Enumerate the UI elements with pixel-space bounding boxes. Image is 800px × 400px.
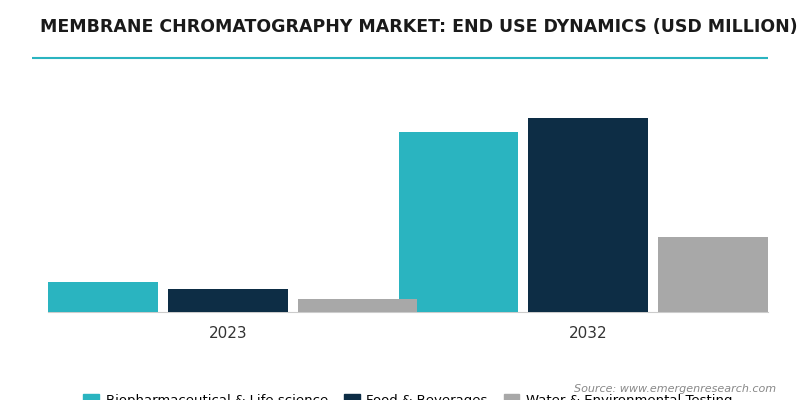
Text: MEMBRANE CHROMATOGRAPHY MARKET: END USE DYNAMICS (USD MILLION): MEMBRANE CHROMATOGRAPHY MARKET: END USE … bbox=[40, 18, 798, 36]
Bar bbox=[38, 282, 158, 312]
Bar bbox=[528, 118, 648, 312]
Legend: Biopharmaceutical & Life science, Food & Beverages, Water & Environmental Testin: Biopharmaceutical & Life science, Food &… bbox=[78, 388, 738, 400]
Text: Source: www.emergenresearch.com: Source: www.emergenresearch.com bbox=[574, 384, 776, 394]
Bar bbox=[168, 289, 288, 312]
Bar bbox=[658, 237, 778, 312]
Bar bbox=[398, 132, 518, 312]
Bar bbox=[298, 299, 418, 312]
